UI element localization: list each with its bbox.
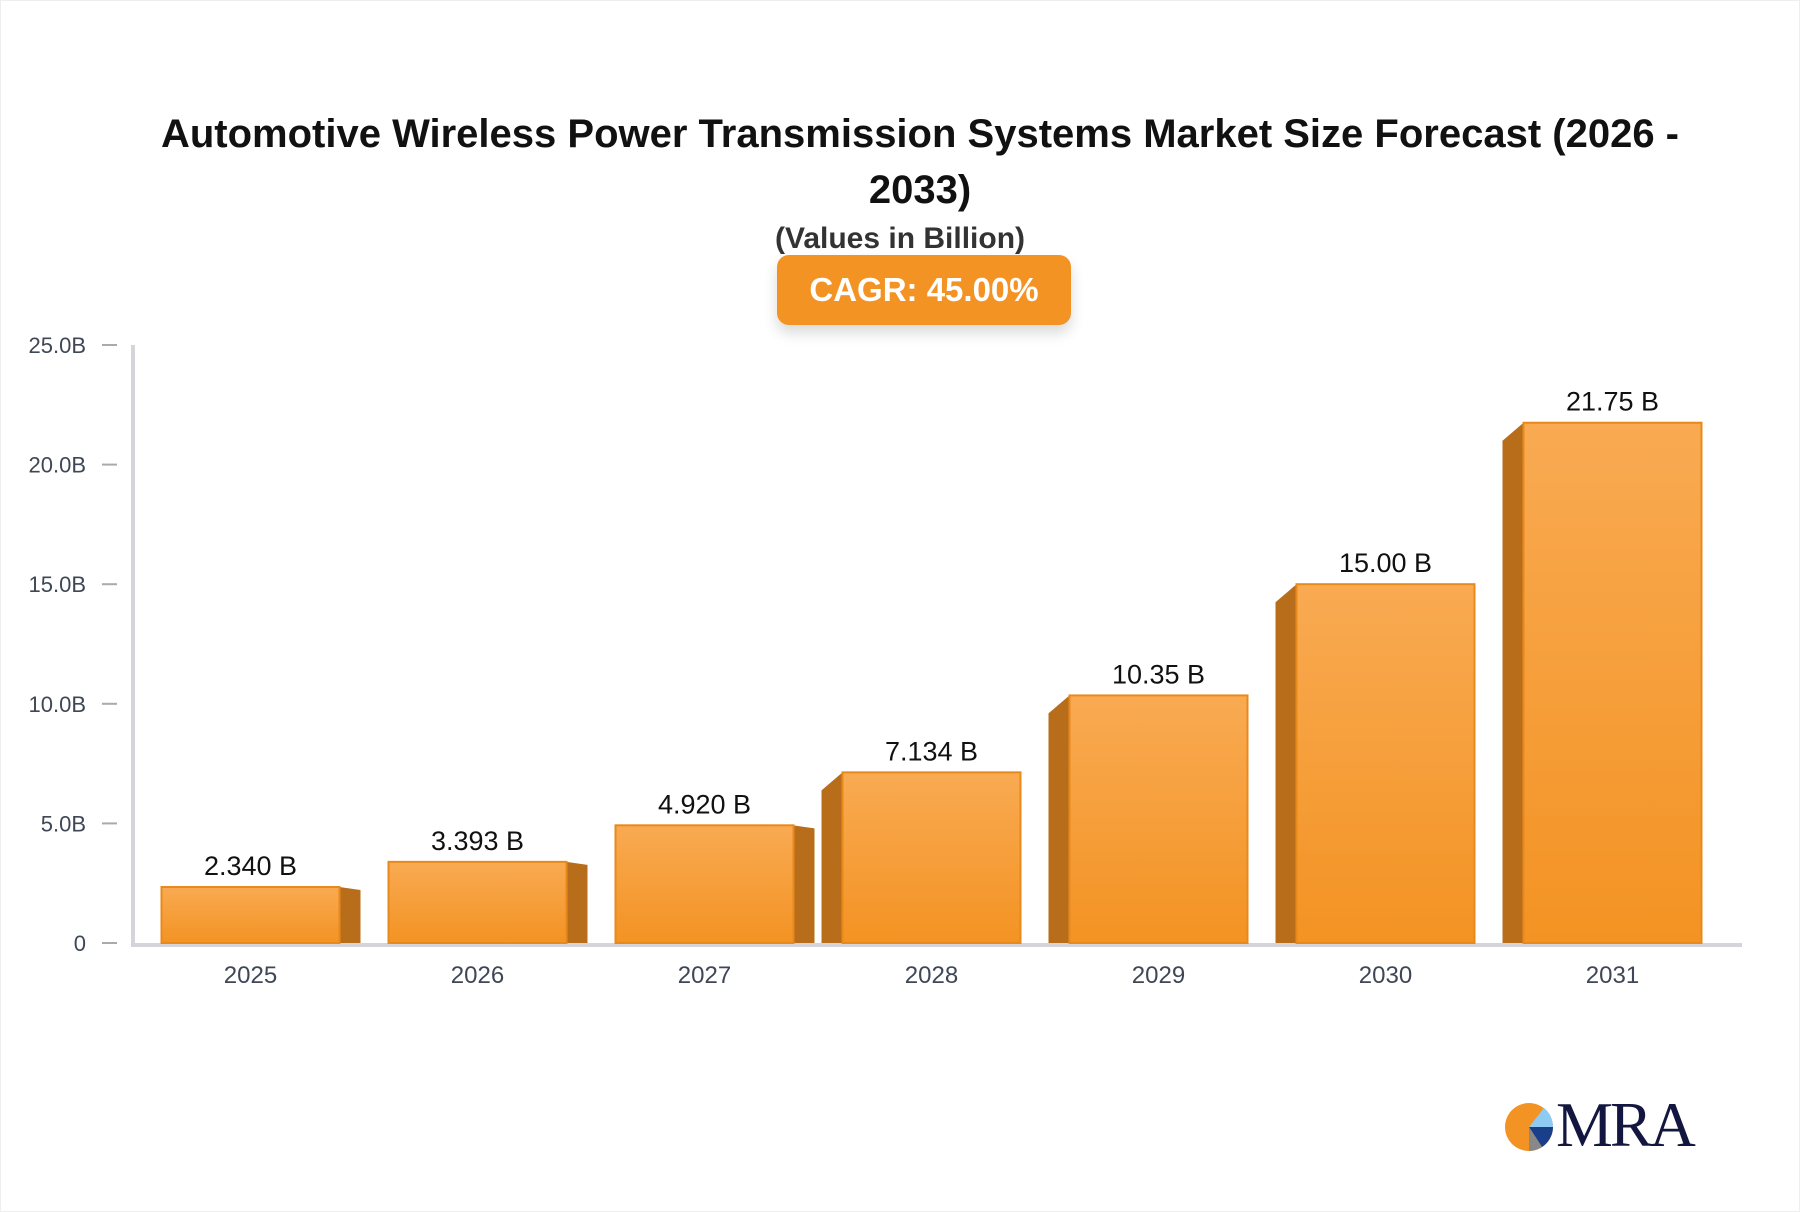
x-tick-label: 2028 xyxy=(905,962,958,989)
bar-2031 xyxy=(1522,421,1703,944)
bar-side xyxy=(1275,584,1297,943)
bar-2026 xyxy=(387,860,568,944)
bar-side xyxy=(793,825,815,943)
y-tick-label: 5.0B xyxy=(41,811,86,836)
y-tick-label: 0 xyxy=(74,931,86,956)
x-tick-label: 2029 xyxy=(1132,962,1185,989)
bar-side xyxy=(1048,695,1070,943)
data-label: 4.920 B xyxy=(658,789,751,819)
x-tick-label: 2030 xyxy=(1359,962,1412,989)
chart-title: Automotive Wireless Power Transmission S… xyxy=(160,112,1679,212)
x-tick-label: 2025 xyxy=(224,962,277,989)
bar-2025 xyxy=(160,886,341,945)
data-label: 3.393 B xyxy=(431,826,524,856)
bar-side xyxy=(1502,422,1524,943)
bar-2030 xyxy=(1295,583,1476,944)
data-label: 21.75 B xyxy=(1566,387,1659,417)
data-label: 2.340 B xyxy=(204,851,297,881)
bar-2029 xyxy=(1068,694,1249,944)
x-tick-label: 2026 xyxy=(451,962,504,989)
y-tick-label: 15.0B xyxy=(29,572,87,597)
bar-side xyxy=(821,772,843,943)
y-tick-label: 25.0B xyxy=(29,333,87,358)
y-tick-label: 10.0B xyxy=(29,692,87,717)
bar-side xyxy=(566,861,588,943)
bar-2028 xyxy=(841,771,1022,945)
data-label: 15.00 B xyxy=(1339,548,1432,578)
x-tick-label: 2027 xyxy=(678,962,731,989)
mra-logo: MRA xyxy=(1504,1089,1704,1160)
data-label: 10.35 B xyxy=(1112,659,1205,689)
cagr-badge: CAGR: 45.00% xyxy=(777,255,1071,325)
data-label: 7.134 B xyxy=(885,736,978,766)
x-tick-label: 2031 xyxy=(1586,962,1639,989)
logo-pie-icon xyxy=(1505,1103,1554,1151)
logo-text: MRA xyxy=(1556,1089,1696,1160)
bar-side xyxy=(339,887,361,943)
bar-2027 xyxy=(614,824,795,944)
chart-subtitle: (Values in Billion) xyxy=(774,222,1026,255)
y-tick-label: 20.0B xyxy=(29,453,87,478)
